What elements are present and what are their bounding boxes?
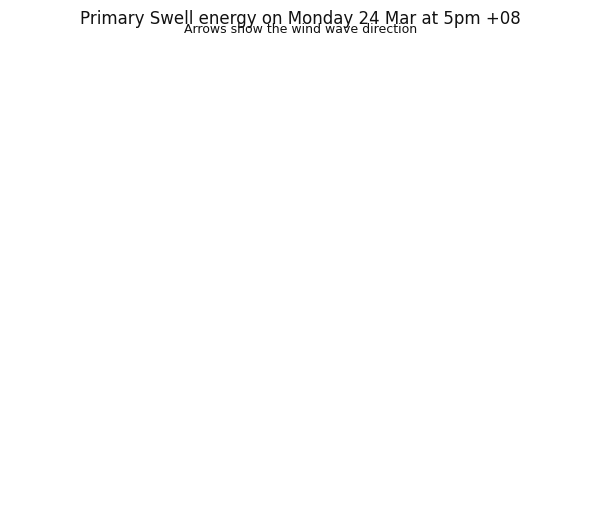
Text: Primary Swell energy on Monday 24 Mar at 5pm +08: Primary Swell energy on Monday 24 Mar at… <box>80 10 521 29</box>
Text: cartopy required: cartopy required <box>243 270 358 285</box>
Text: Arrows show the wind wave direction: Arrows show the wind wave direction <box>184 23 417 36</box>
